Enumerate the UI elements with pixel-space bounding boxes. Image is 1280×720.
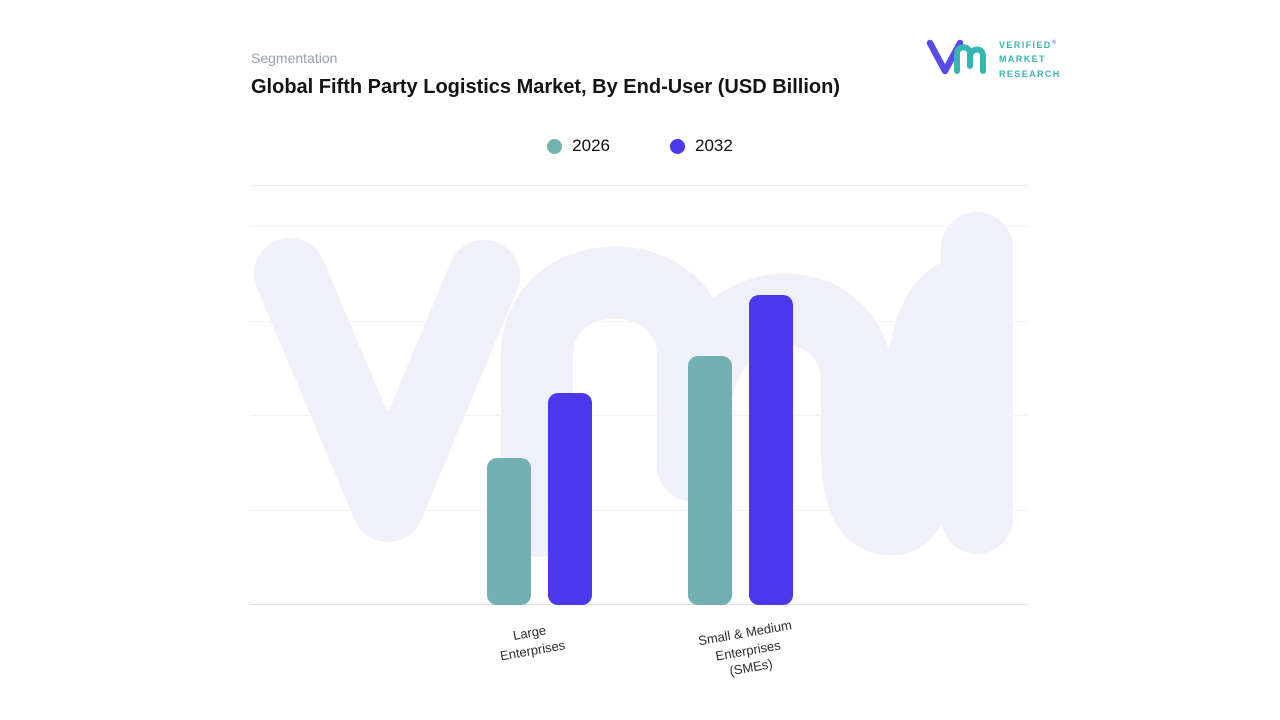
bar-2032: [749, 295, 793, 605]
category-label: Large Enterprises: [498, 622, 567, 664]
registered-mark-icon: ®: [1051, 39, 1057, 46]
header-divider: [250, 185, 1029, 186]
plot-area: Large Enterprises Small & Medium Enterpri…: [250, 226, 1029, 678]
legend-item-2032: 2032: [670, 136, 733, 156]
x-axis-baseline: [250, 604, 1029, 605]
bar-2026: [688, 356, 732, 605]
section-eyebrow: Segmentation: [251, 50, 338, 66]
legend-dot-2032-icon: [670, 138, 685, 154]
bar-group: [688, 295, 793, 605]
legend-item-2026: 2026: [547, 136, 610, 156]
bar-2026: [487, 458, 531, 605]
legend-label-2032: 2032: [695, 136, 733, 155]
bar-2032: [548, 393, 592, 605]
legend-label-2026: 2026: [572, 136, 610, 155]
bar-group: [487, 393, 592, 605]
gridline: [250, 321, 1029, 322]
vmr-logo-text: VERIFIED® MARKET RESEARCH: [999, 39, 1061, 79]
legend-dot-2026-icon: [547, 138, 563, 154]
legend: 2026 2032: [250, 136, 1030, 156]
vmr-logo: VERIFIED® MARKET RESEARCH: [926, 36, 1061, 83]
gridline: [250, 415, 1029, 416]
chart-title: Global Fifth Party Logistics Market, By …: [251, 76, 840, 98]
gridline: [250, 226, 1029, 227]
gridline: [250, 510, 1029, 511]
vmr-logo-icon: [926, 36, 990, 83]
category-label: Small & Medium Enterprises (SMEs): [696, 617, 793, 679]
bar-chart: Large Enterprises Small & Medium Enterpri…: [250, 212, 1029, 678]
